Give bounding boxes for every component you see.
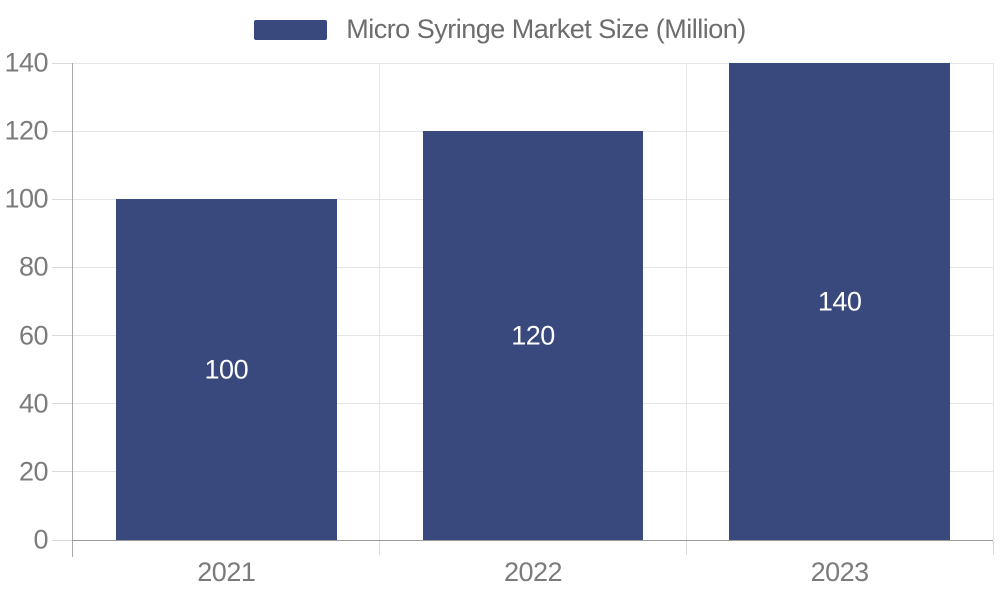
y-tick-label: 60 xyxy=(18,320,49,351)
bar-value-label: 100 xyxy=(204,354,249,385)
bar-2022[interactable]: 120 xyxy=(422,131,644,540)
y-axis-line xyxy=(72,63,73,557)
y-tick-label: 40 xyxy=(18,388,49,419)
legend-item[interactable]: Micro Syringe Market Size (Million) xyxy=(254,14,746,45)
y-tick-label: 140 xyxy=(4,47,48,78)
x-tick-label: 2023 xyxy=(810,557,870,587)
y-tick-label: 120 xyxy=(4,115,48,146)
y-axis-tick xyxy=(52,62,72,64)
y-axis-tick xyxy=(52,403,72,405)
bar-value-label: 120 xyxy=(511,320,555,351)
y-axis-tick xyxy=(52,539,72,541)
y-axis-tick xyxy=(52,471,72,473)
y-axis-tick xyxy=(52,266,72,268)
y-axis-tick xyxy=(52,130,72,132)
x-axis-tick xyxy=(685,541,687,555)
bar-2021[interactable]: 100 xyxy=(115,199,337,540)
y-gridline xyxy=(73,62,993,64)
y-gridline xyxy=(73,130,993,132)
x-axis-line xyxy=(72,540,993,541)
y-tick-label: 20 xyxy=(18,456,49,487)
category-boundary-gridline xyxy=(379,63,381,540)
x-tick-label: 2021 xyxy=(197,557,256,587)
x-axis-tick xyxy=(379,541,381,555)
x-axis-tick xyxy=(992,541,994,555)
bar-value-label: 140 xyxy=(817,286,862,316)
legend: Micro Syringe Market Size (Million) xyxy=(0,14,1000,45)
bar-2023[interactable]: 140 xyxy=(729,63,951,540)
y-tick-label: 100 xyxy=(4,183,48,214)
plot-area: 100 120 140 xyxy=(73,62,994,540)
legend-label: Micro Syringe Market Size (Million) xyxy=(346,14,746,44)
legend-swatch xyxy=(254,19,328,40)
y-tick-label: 80 xyxy=(18,251,49,282)
y-tick-label: 0 xyxy=(33,524,48,555)
y-axis-tick xyxy=(52,198,72,200)
category-boundary-gridline xyxy=(685,63,687,540)
category-boundary-gridline xyxy=(992,63,994,540)
x-tick-label: 2022 xyxy=(503,557,563,587)
y-axis-tick xyxy=(52,335,72,337)
